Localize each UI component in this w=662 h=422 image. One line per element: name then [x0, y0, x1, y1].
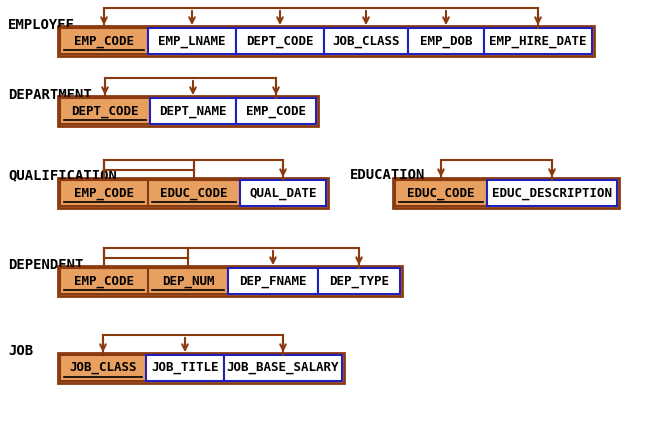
Text: DEP_TYPE: DEP_TYPE	[329, 274, 389, 287]
Text: EMP_LNAME: EMP_LNAME	[158, 35, 226, 48]
Bar	[487, 180, 617, 206]
Bar	[228, 268, 318, 294]
Text: EDUCATION: EDUCATION	[350, 168, 426, 182]
Text: JOB_TITLE: JOB_TITLE	[151, 362, 218, 374]
Bar	[395, 180, 487, 206]
Bar	[236, 98, 316, 124]
Text: QUAL_DATE: QUAL_DATE	[250, 187, 316, 200]
Text: EMP_CODE: EMP_CODE	[74, 187, 134, 200]
Text: DEP_FNAME: DEP_FNAME	[239, 274, 307, 287]
Bar	[148, 268, 228, 294]
Bar	[318, 268, 400, 294]
Text: EDUC_CODE: EDUC_CODE	[407, 187, 475, 200]
Text: EMP_DOB: EMP_DOB	[420, 35, 472, 48]
Bar	[58, 178, 328, 208]
Text: DEPARTMENT: DEPARTMENT	[8, 88, 92, 102]
Bar	[236, 28, 324, 54]
Bar	[408, 28, 484, 54]
Bar	[148, 28, 236, 54]
Text: EDUC_DESCRIPTION: EDUC_DESCRIPTION	[492, 187, 612, 200]
Text: EMP_CODE: EMP_CODE	[246, 105, 306, 117]
Bar	[58, 96, 318, 126]
Text: DEPT_CODE: DEPT_CODE	[71, 105, 139, 117]
Bar	[324, 28, 408, 54]
Bar	[58, 353, 344, 383]
Text: JOB_CLASS: JOB_CLASS	[332, 35, 400, 48]
Bar	[146, 355, 224, 381]
Text: EMP_CODE: EMP_CODE	[74, 274, 134, 287]
Text: JOB: JOB	[8, 344, 33, 358]
Bar	[148, 180, 240, 206]
Bar	[393, 178, 619, 208]
Bar	[60, 355, 146, 381]
Bar	[484, 28, 592, 54]
Text: EMP_HIRE_DATE: EMP_HIRE_DATE	[489, 35, 587, 48]
Bar	[60, 28, 148, 54]
Text: EMPLOYEE: EMPLOYEE	[8, 18, 75, 32]
Text: DEPENDENT: DEPENDENT	[8, 258, 83, 272]
Text: DEP_NUM: DEP_NUM	[162, 274, 214, 287]
Text: JOB_BASE_SALARY: JOB_BASE_SALARY	[227, 362, 339, 374]
Text: DEPT_NAME: DEPT_NAME	[160, 105, 227, 117]
Bar	[58, 266, 402, 296]
Bar	[58, 26, 594, 56]
Bar	[150, 98, 236, 124]
Bar	[224, 355, 342, 381]
Text: DEPT_CODE: DEPT_CODE	[246, 35, 314, 48]
Text: EDUC_CODE: EDUC_CODE	[160, 187, 228, 200]
Text: JOB_CLASS: JOB_CLASS	[70, 362, 137, 374]
Text: QUALIFICATION: QUALIFICATION	[8, 168, 117, 182]
Bar	[60, 180, 148, 206]
Bar	[60, 268, 148, 294]
Text: EMP_CODE: EMP_CODE	[74, 35, 134, 48]
Bar	[60, 98, 150, 124]
Bar	[240, 180, 326, 206]
